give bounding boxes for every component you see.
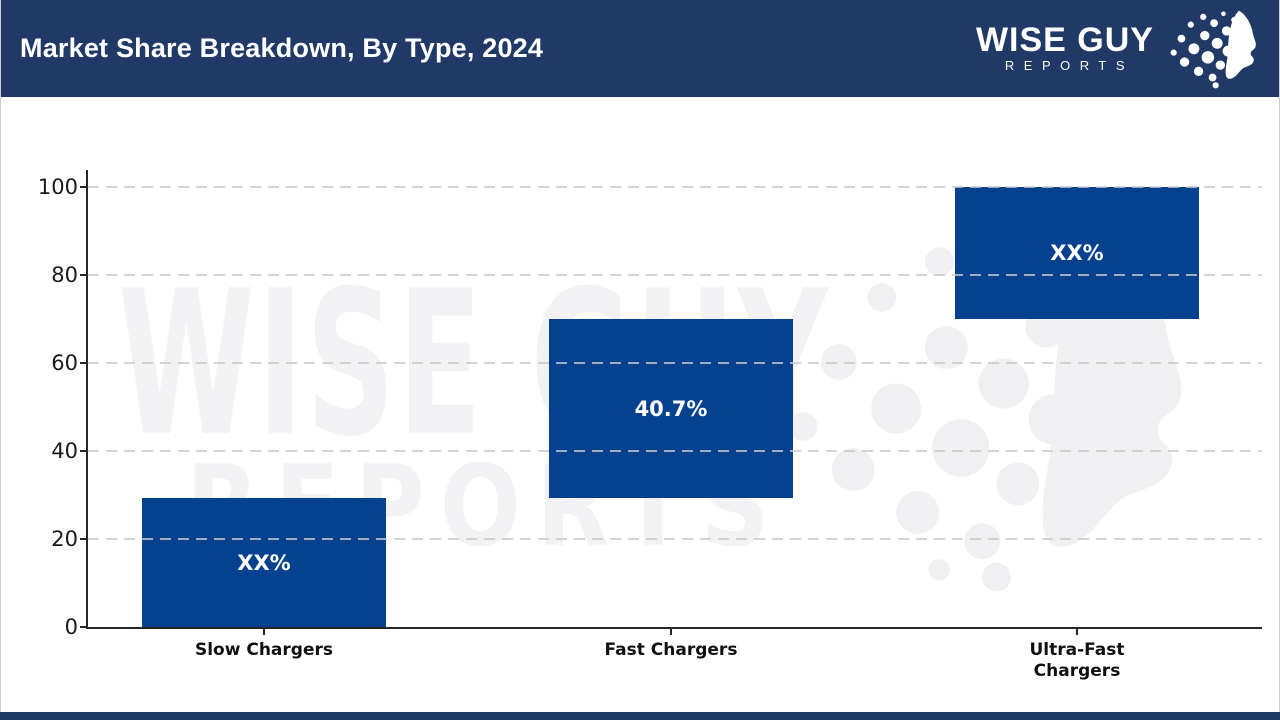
logo-text: WISE GUY REPORTS [976,22,1154,74]
bar-value-label: XX% [1050,241,1104,265]
gridline [88,186,1262,188]
logo: WISE GUY REPORTS [976,6,1266,90]
y-tick-label: 20 [51,527,78,551]
y-tick-mark [80,186,88,188]
x-tick-mark [1076,627,1078,635]
header-bar: Market Share Breakdown, By Type, 2024 WI… [0,0,1280,97]
chart-title: Market Share Breakdown, By Type, 2024 [20,33,544,63]
footer-bar [0,712,1280,720]
gridline [88,362,1262,364]
y-tick-mark [80,362,88,364]
y-tick-label: 40 [51,439,78,463]
y-tick-mark [80,538,88,540]
bar-value-label: 40.7% [634,396,708,421]
gridline [88,274,1262,276]
logo-wiseguy-text: WISE GUY [975,21,1154,59]
bar-segment: XX% [955,187,1199,319]
y-tick-label: 0 [64,615,78,639]
y-tick-mark [80,450,88,452]
x-tick-mark [670,627,672,635]
x-tick-label: Slow Chargers [194,640,333,660]
left-border [0,0,1,720]
y-tick-mark [80,274,88,276]
x-axis [86,627,1262,629]
x-tick-label: Ultra-Fast Chargers [1029,640,1125,681]
bar-value-label: XX% [237,550,291,575]
logo-face-dots-icon [1170,10,1256,89]
y-tick-label: 80 [51,263,78,287]
bar-segment: 40.7% [549,319,793,499]
gridline [88,538,1262,540]
x-tick-label: Fast Chargers [604,640,738,660]
gridline [88,450,1262,452]
y-tick-label: 60 [51,351,78,375]
x-tick-mark [263,627,265,635]
y-axis [86,170,88,629]
y-tick-label: 100 [37,175,78,199]
y-tick-mark [80,626,88,628]
bar-segment: XX% [142,498,386,627]
logo-reports-text: REPORTS [1004,58,1135,73]
